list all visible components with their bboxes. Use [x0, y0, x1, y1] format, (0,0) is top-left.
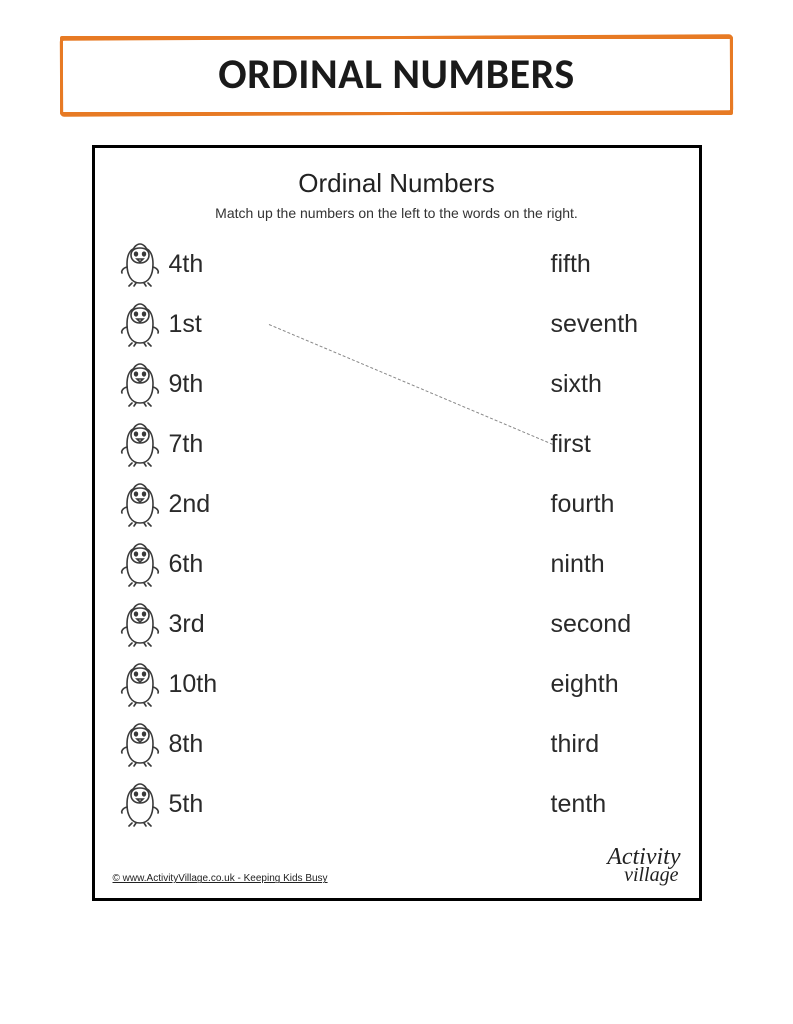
left-group: 8th [119, 721, 269, 767]
worksheet-footer: © www.ActivityVillage.co.uk - Keeping Ki… [113, 841, 681, 884]
match-row: 7th first [119, 421, 671, 467]
left-group: 6th [119, 541, 269, 587]
left-group: 3rd [119, 601, 269, 647]
matching-area: 4th fifth 1st seventh 9th sixth [113, 241, 681, 827]
worksheet-title: Ordinal Numbers [113, 168, 681, 199]
ordinal-number-label: 2nd [169, 490, 211, 519]
match-row: 1st seventh [119, 301, 671, 347]
ordinal-word-label: first [551, 430, 671, 459]
page-title: ORDINAL NUMBERS [93, 49, 700, 100]
penguin-icon [119, 541, 161, 587]
penguin-icon [119, 601, 161, 647]
penguin-icon [119, 781, 161, 827]
ordinal-number-label: 5th [169, 790, 204, 819]
left-group: 2nd [119, 481, 269, 527]
ordinal-number-label: 1st [169, 310, 202, 339]
ordinal-word-label: second [551, 610, 671, 639]
match-row: 2nd fourth [119, 481, 671, 527]
ordinal-word-label: eighth [551, 670, 671, 699]
ordinal-number-label: 3rd [169, 610, 205, 639]
penguin-icon [119, 421, 161, 467]
penguin-icon [119, 661, 161, 707]
left-group: 4th [119, 241, 269, 287]
ordinal-word-label: sixth [551, 370, 671, 399]
left-group: 1st [119, 301, 269, 347]
worksheet-page: ORDINAL NUMBERS Ordinal Numbers Match up… [0, 0, 793, 1024]
left-group: 9th [119, 361, 269, 407]
ordinal-word-label: ninth [551, 550, 671, 579]
worksheet-frame: Ordinal Numbers Match up the numbers on … [92, 145, 702, 901]
match-row: 5th tenth [119, 781, 671, 827]
ordinal-number-label: 10th [169, 670, 218, 699]
penguin-icon [119, 301, 161, 347]
ordinal-word-label: fifth [551, 250, 671, 279]
penguin-icon [119, 481, 161, 527]
penguin-icon [119, 721, 161, 767]
match-row: 4th fifth [119, 241, 671, 287]
match-row: 9th sixth [119, 361, 671, 407]
ordinal-number-label: 7th [169, 430, 204, 459]
penguin-icon [119, 361, 161, 407]
ordinal-word-label: third [551, 730, 671, 759]
copyright-text: © www.ActivityVillage.co.uk - Keeping Ki… [113, 873, 328, 884]
left-group: 10th [119, 661, 269, 707]
ordinal-number-label: 8th [169, 730, 204, 759]
ordinal-number-label: 6th [169, 550, 204, 579]
brand-logo: Activity village [607, 847, 680, 884]
ordinal-word-label: fourth [551, 490, 671, 519]
penguin-icon [119, 241, 161, 287]
ordinal-word-label: tenth [551, 790, 671, 819]
ordinal-number-label: 4th [169, 250, 204, 279]
match-row: 6th ninth [119, 541, 671, 587]
worksheet-instruction: Match up the numbers on the left to the … [113, 205, 681, 221]
ordinal-word-label: seventh [551, 310, 671, 339]
left-group: 7th [119, 421, 269, 467]
match-row: 8th third [119, 721, 671, 767]
ordinal-number-label: 9th [169, 370, 204, 399]
match-row: 3rd second [119, 601, 671, 647]
left-group: 5th [119, 781, 269, 827]
page-title-box: ORDINAL NUMBERS [60, 36, 733, 115]
match-row: 10th eighth [119, 661, 671, 707]
